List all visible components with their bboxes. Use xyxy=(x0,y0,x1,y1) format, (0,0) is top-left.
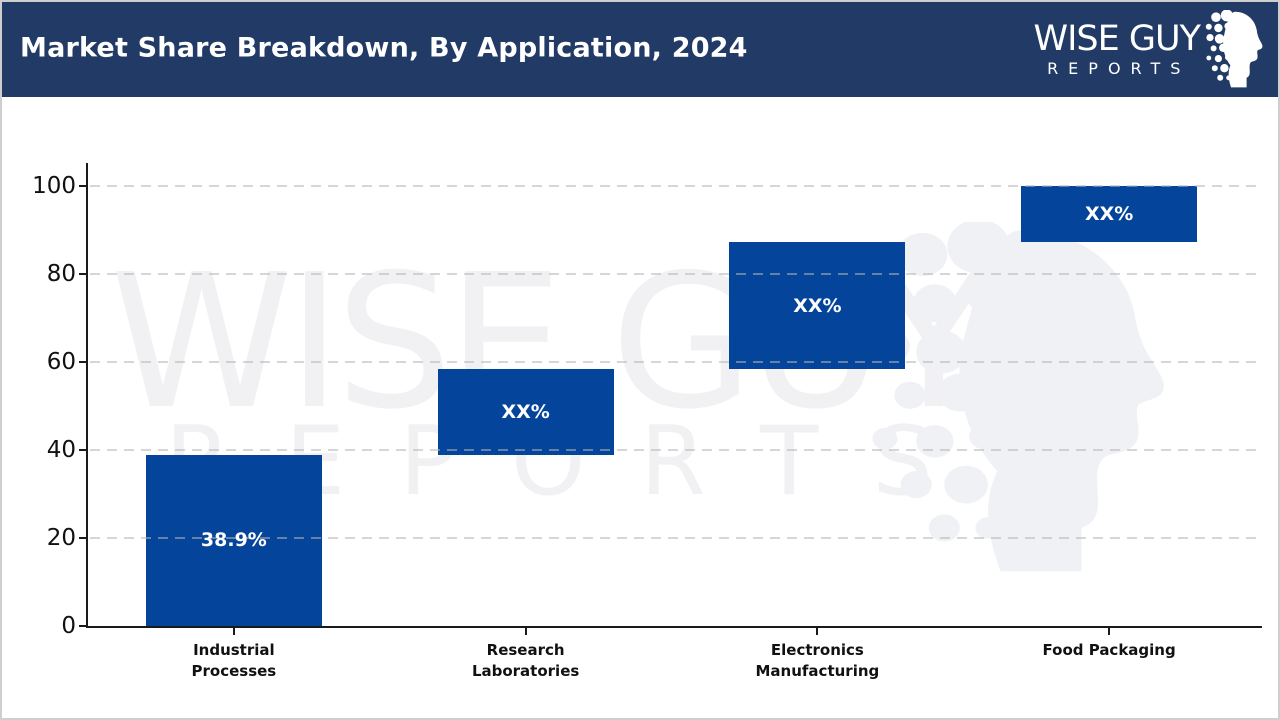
y-axis-tick-label: 60 xyxy=(46,349,76,375)
y-axis-tick-mark xyxy=(79,361,87,363)
x-axis-category-label-line: Industrial xyxy=(193,641,275,659)
x-axis-category-label-line: Food Packaging xyxy=(1042,641,1176,659)
x-axis-tick-mark xyxy=(816,628,819,635)
x-axis-category-label-line: Research xyxy=(486,641,565,659)
header-bar: Market Share Breakdown, By Application, … xyxy=(0,0,1280,97)
brand-name: WISE GUY xyxy=(1033,19,1201,60)
x-axis-tick-mark xyxy=(524,628,527,635)
y-axis-tick-mark xyxy=(79,537,87,539)
brand-logo: WISE GUY REPORTS xyxy=(1033,8,1264,90)
x-axis-category-label: Industrial Processes xyxy=(94,640,374,682)
bar-segment xyxy=(437,369,614,455)
page-title: Market Share Breakdown, By Application, … xyxy=(20,32,748,64)
y-axis-tick-label: 100 xyxy=(32,173,76,199)
y-axis-tick-mark xyxy=(79,625,87,627)
y-axis-tick-label: 40 xyxy=(46,437,76,463)
gridline xyxy=(90,273,1258,275)
gridline xyxy=(90,361,1258,363)
gridline xyxy=(90,537,1258,539)
dotted-head-profile-icon xyxy=(1204,10,1264,88)
x-axis-category-label: Research Laboratories xyxy=(386,640,666,682)
y-axis-tick-mark xyxy=(79,273,87,275)
x-axis-tick-mark xyxy=(232,628,235,635)
y-axis-tick-mark xyxy=(79,185,87,187)
bar-segment xyxy=(145,454,322,626)
x-axis-category-label-line: Manufacturing xyxy=(755,662,880,680)
x-axis-category-label: Food Packaging xyxy=(969,640,1249,661)
x-axis-category-label-line: Laboratories xyxy=(471,662,580,680)
x-axis-category-label-line: Processes xyxy=(191,662,277,680)
x-axis-tick-mark xyxy=(1108,628,1111,635)
bar-value-label: XX% xyxy=(1084,202,1134,225)
bar-segment xyxy=(1021,186,1198,242)
gridline xyxy=(90,449,1258,451)
y-axis-tick-label: 20 xyxy=(46,525,76,551)
brand-subname: REPORTS xyxy=(1047,58,1191,78)
x-axis-category-label-line: Electronics xyxy=(770,641,864,659)
x-axis-line xyxy=(86,626,1262,628)
y-axis-tick-label: 80 xyxy=(46,261,76,287)
brand-logo-text: WISE GUY REPORTS xyxy=(1033,19,1201,78)
gridline xyxy=(90,185,1258,187)
y-axis-tick-mark xyxy=(79,449,87,451)
y-axis-tick-label: 0 xyxy=(61,613,76,639)
y-axis-line xyxy=(86,163,88,628)
bar-value-label: XX% xyxy=(501,401,550,424)
bar-segment xyxy=(729,241,906,370)
bar-value-label: 38.9% xyxy=(200,529,267,552)
x-axis-category-label: Electronics Manufacturing xyxy=(677,640,957,682)
bar-value-label: XX% xyxy=(793,294,842,317)
